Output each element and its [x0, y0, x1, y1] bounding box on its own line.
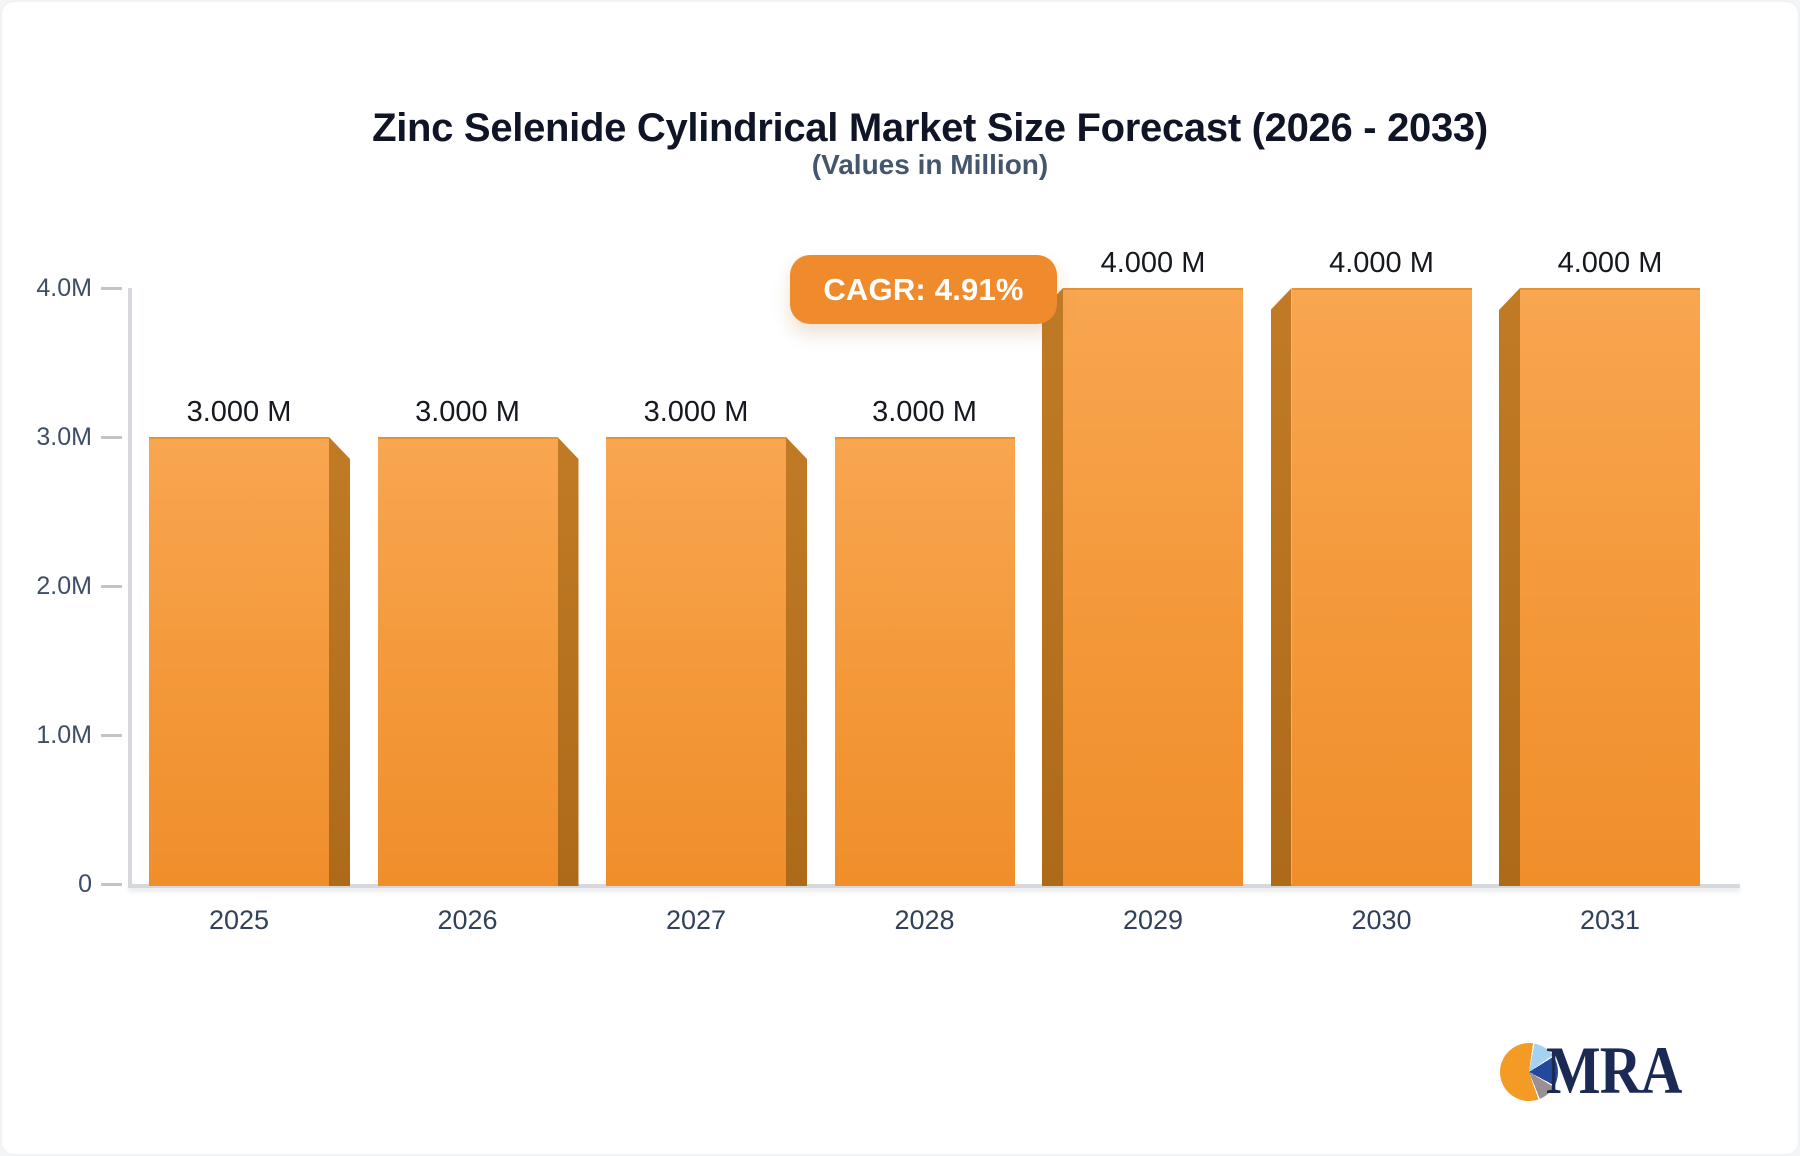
bar-side-face — [1499, 288, 1520, 886]
bar-side-face — [786, 437, 807, 886]
bar-2031 — [1520, 288, 1700, 886]
x-axis-line — [128, 884, 1740, 888]
x-tick-label: 2028 — [894, 905, 955, 935]
y-tick-mark — [101, 585, 122, 588]
bar-side-face — [1042, 288, 1063, 886]
bar-side-face — [1270, 288, 1292, 886]
bar-side-face — [557, 437, 579, 886]
bar-value-label: 3.000 M — [415, 396, 520, 428]
x-tick-label: 2031 — [1579, 905, 1641, 935]
y-tick-mark — [101, 436, 122, 439]
bar-side-face — [329, 437, 350, 886]
bar-2027 — [606, 437, 786, 886]
y-tick-label: 1.0M — [36, 721, 92, 749]
x-tick-label: 2027 — [665, 905, 727, 935]
bar-2029 — [1063, 288, 1243, 886]
bar-value-label: 4.000 M — [1557, 247, 1663, 279]
cagr-badge: CAGR: 4.91% — [790, 255, 1057, 324]
y-axis-line — [128, 288, 132, 888]
x-tick-label: 2025 — [208, 905, 270, 935]
bar-2025 — [149, 437, 329, 886]
y-tick-label: 4.0M — [36, 274, 92, 302]
x-tick-label: 2030 — [1351, 905, 1412, 935]
x-tick-label: 2029 — [1122, 905, 1184, 935]
chart-subtitle: (Values in Million) — [811, 149, 1049, 180]
bar-value-label: 3.000 M — [643, 396, 749, 428]
bar-value-label: 4.000 M — [1329, 247, 1434, 279]
logo: MRA — [1496, 1032, 1756, 1122]
bar-value-label: 3.000 M — [186, 396, 292, 428]
bar-2028 — [834, 437, 1015, 886]
y-tick-label: 0 — [78, 870, 92, 898]
bar-value-label: 3.000 M — [872, 396, 977, 428]
x-tick-label: 2026 — [437, 905, 498, 935]
bar-2026 — [377, 437, 558, 886]
y-tick-mark — [101, 883, 122, 886]
logo-text: MRA — [1546, 1032, 1682, 1108]
bar-value-label: 4.000 M — [1100, 247, 1206, 279]
y-tick-label: 2.0M — [36, 572, 92, 600]
chart-title: Zinc Selenide Cylindrical Market Size Fo… — [372, 106, 1488, 150]
pie-chart-logo-icon — [1500, 1043, 1558, 1101]
bar-2030 — [1291, 288, 1472, 886]
cagr-badge-label: CAGR: 4.91% — [823, 271, 1024, 307]
y-tick-label: 3.0M — [36, 423, 92, 451]
y-tick-mark — [101, 287, 122, 290]
y-tick-mark — [101, 734, 122, 737]
